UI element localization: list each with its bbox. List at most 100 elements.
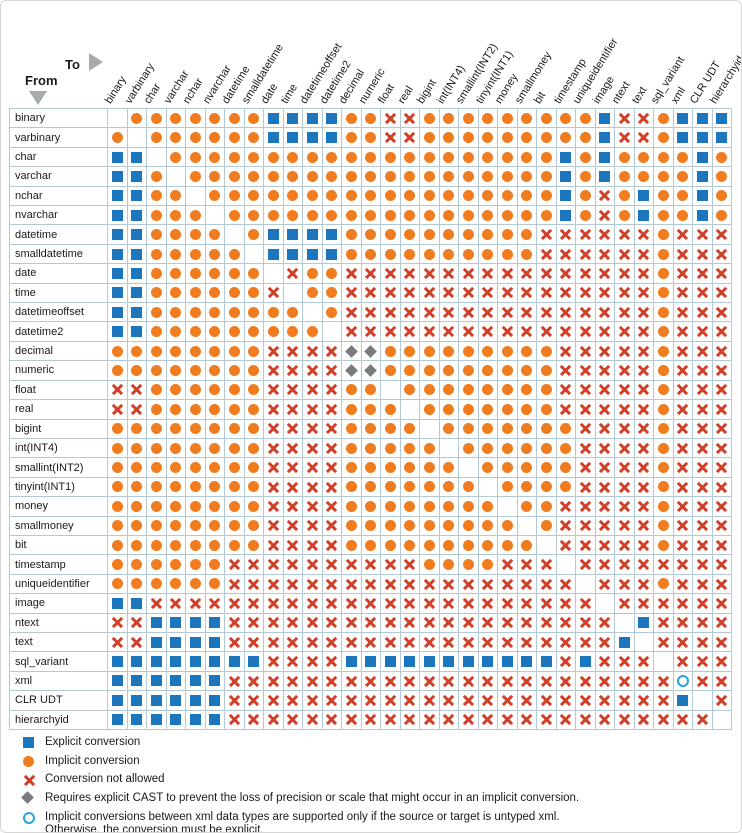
matrix-cell — [205, 613, 225, 633]
implicit-conversion-icon — [462, 170, 474, 182]
not-allowed-icon — [637, 694, 650, 707]
not-allowed-icon — [579, 403, 592, 416]
implicit-conversion-icon — [579, 151, 591, 163]
matrix-cell — [166, 303, 186, 323]
matrix-cell — [264, 497, 284, 517]
matrix-cell — [615, 574, 635, 595]
implicit-conversion-icon — [345, 209, 357, 221]
implicit-conversion-icon — [248, 267, 260, 279]
matrix-cell — [420, 322, 440, 342]
matrix-cell — [342, 264, 362, 284]
matrix-cell — [283, 613, 303, 633]
not-allowed-icon — [637, 442, 650, 455]
implicit-conversion-icon — [482, 132, 494, 144]
explicit-conversion-icon — [111, 694, 123, 706]
not-allowed-icon — [325, 616, 338, 629]
not-allowed-icon — [286, 655, 299, 668]
implicit-conversion-icon — [384, 345, 396, 357]
implicit-conversion-icon — [423, 539, 435, 551]
matrix-cell — [634, 322, 654, 342]
not-allowed-icon — [462, 636, 475, 649]
not-allowed-icon — [286, 383, 299, 396]
not-allowed-icon — [598, 209, 611, 222]
matrix-cell — [361, 400, 381, 420]
not-allowed-icon — [715, 325, 728, 338]
matrix-cell — [634, 574, 654, 595]
matrix-cell — [420, 264, 440, 284]
matrix-cell — [205, 671, 225, 692]
matrix-cell — [576, 555, 596, 575]
matrix-cell — [673, 613, 693, 633]
not-allowed-icon — [111, 383, 124, 396]
matrix-cell — [283, 109, 303, 129]
implicit-conversion-icon — [423, 112, 435, 124]
not-allowed-icon — [540, 616, 553, 629]
matrix-cell — [400, 516, 420, 536]
matrix-cell — [244, 652, 264, 672]
implicit-conversion-icon — [326, 287, 338, 299]
not-allowed-icon — [637, 286, 650, 299]
not-allowed-icon — [130, 616, 143, 629]
implicit-conversion-icon — [482, 539, 494, 551]
matrix-cell — [127, 613, 147, 633]
matrix-cell — [342, 710, 362, 730]
matrix-cell — [166, 574, 186, 595]
row-label: int(INT4) — [10, 438, 108, 459]
matrix-cell — [459, 341, 479, 362]
matrix-cell — [361, 594, 381, 614]
implicit-conversion-icon — [579, 132, 591, 144]
not-allowed-icon — [442, 577, 455, 590]
not-allowed-icon — [540, 674, 553, 687]
not-allowed-icon — [384, 694, 397, 707]
not-allowed-icon — [715, 694, 728, 707]
implicit-conversion-icon — [540, 112, 552, 124]
not-allowed-icon — [540, 286, 553, 299]
matrix-cell — [264, 438, 284, 459]
not-allowed-icon — [715, 558, 728, 571]
implicit-conversion-icon — [345, 462, 357, 474]
implicit-conversion-icon — [657, 481, 669, 493]
matrix-cell — [654, 400, 674, 420]
implicit-conversion-icon — [443, 520, 455, 532]
matrix-cell — [712, 632, 732, 653]
implicit-conversion-icon — [209, 151, 221, 163]
not-allowed-icon — [403, 636, 416, 649]
implicit-conversion-icon — [521, 345, 533, 357]
matrix-cell — [225, 341, 245, 362]
not-allowed-icon — [384, 713, 397, 726]
matrix-cell — [712, 128, 732, 148]
matrix-cell — [147, 303, 167, 323]
not-allowed-icon — [598, 539, 611, 552]
implicit-conversion-icon — [462, 520, 474, 532]
explicit-cast-diamond-icon — [364, 364, 378, 377]
matrix-cell — [303, 516, 323, 536]
matrix-cell — [693, 283, 713, 304]
matrix-cell — [634, 477, 654, 498]
matrix-cell — [459, 400, 479, 420]
implicit-conversion-icon — [482, 384, 494, 396]
matrix-cell — [693, 516, 713, 536]
matrix-cell — [537, 283, 557, 304]
matrix-cell — [147, 555, 167, 575]
explicit-conversion-icon — [131, 267, 143, 279]
matrix-cell — [127, 322, 147, 342]
not-allowed-icon — [384, 306, 397, 319]
from-arrow-icon — [29, 91, 47, 105]
not-allowed-icon — [676, 539, 689, 552]
not-allowed-icon — [559, 519, 572, 532]
implicit-conversion-icon — [501, 190, 513, 202]
matrix-cell — [439, 225, 459, 245]
matrix-cell — [478, 380, 498, 401]
matrix-cell — [225, 128, 245, 148]
not-allowed-icon — [618, 325, 631, 338]
matrix-cell — [556, 147, 576, 168]
matrix-cell — [439, 244, 459, 265]
implicit-conversion-icon — [423, 209, 435, 221]
matrix-cell — [634, 516, 654, 536]
matrix-cell — [576, 109, 596, 129]
not-allowed-icon — [403, 558, 416, 571]
not-allowed-icon — [442, 286, 455, 299]
matrix-cell — [517, 400, 537, 420]
matrix-cell — [634, 361, 654, 381]
implicit-conversion-icon — [501, 384, 513, 396]
